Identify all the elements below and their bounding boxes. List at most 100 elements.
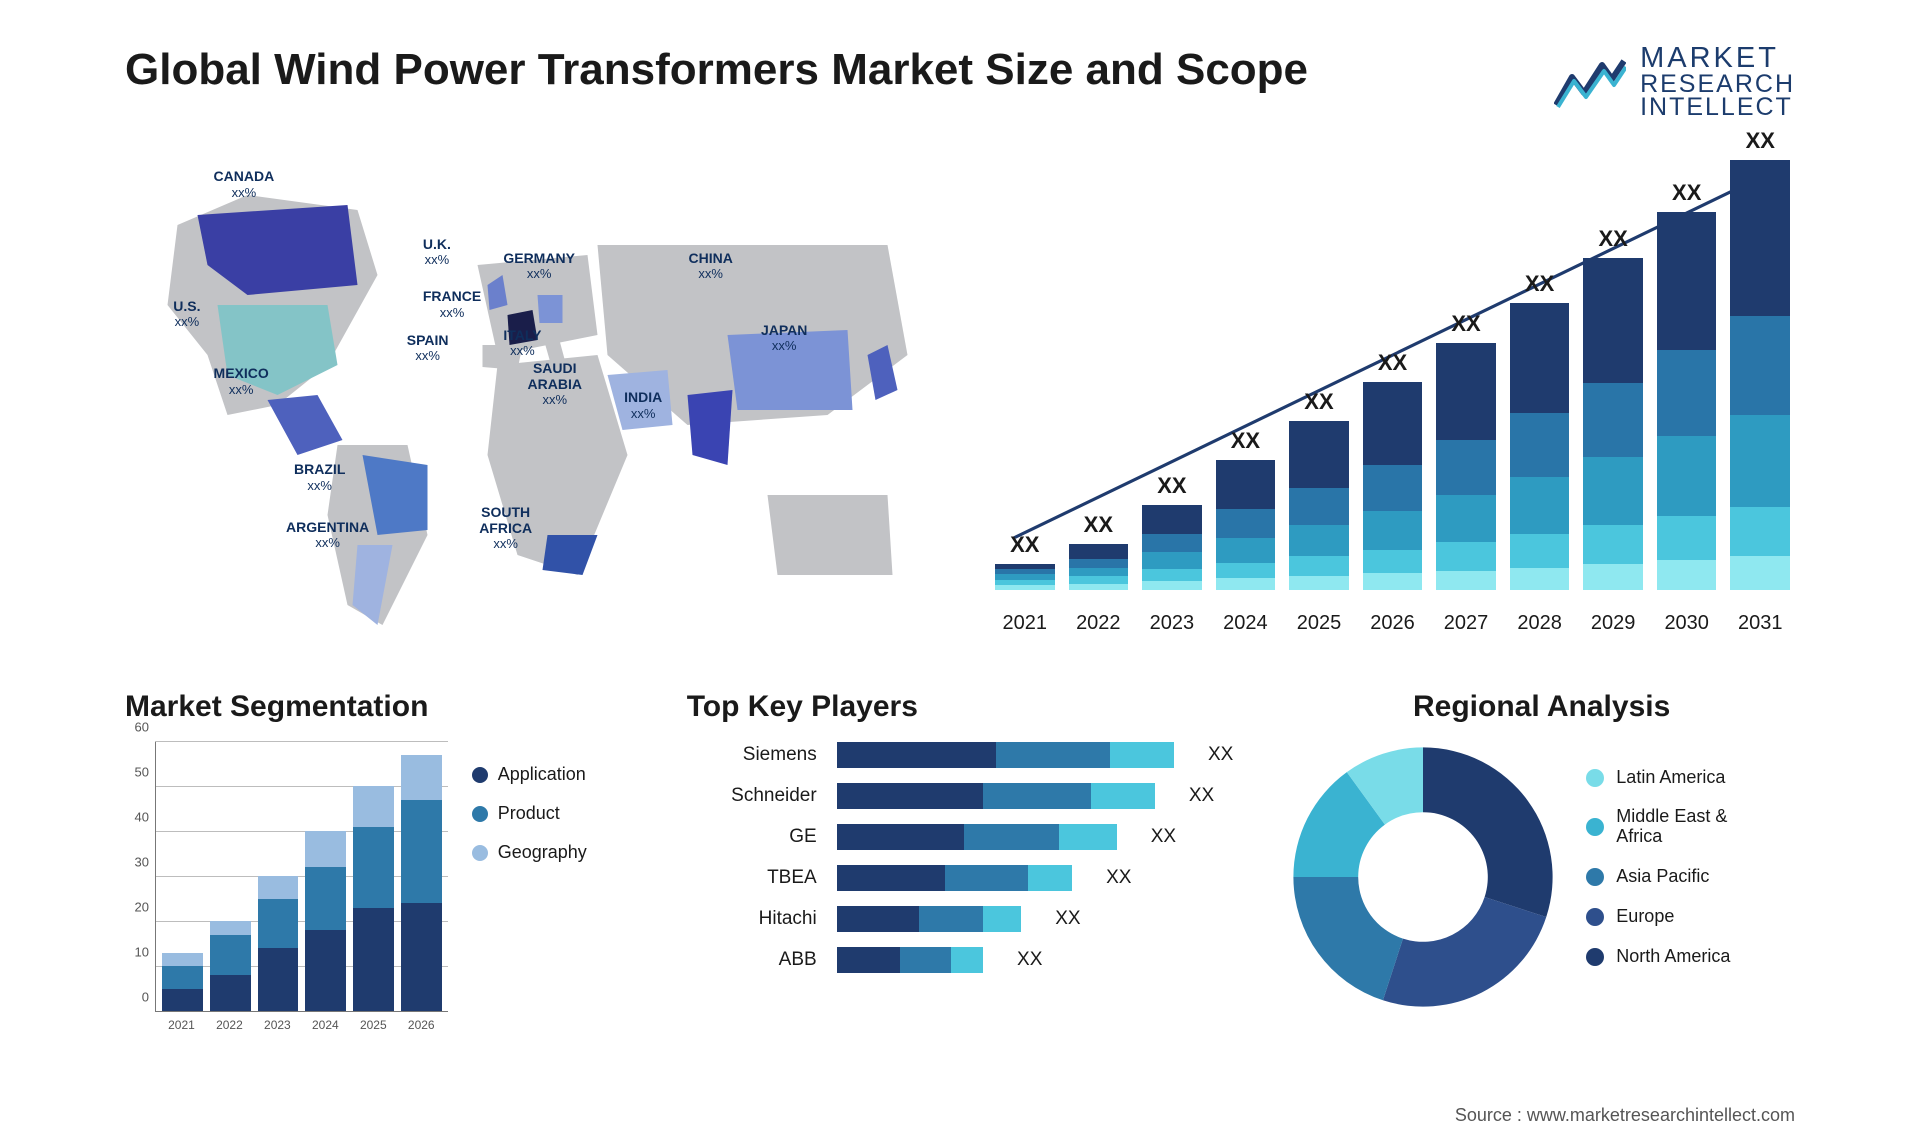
regional-donut-chart — [1288, 742, 1558, 1012]
map-country-label: ITALYxx% — [503, 328, 541, 359]
forecast-bar-segment — [1657, 516, 1717, 560]
key-player-bar-segment — [919, 906, 983, 932]
regional-legend: Latin AmericaMiddle East &AfricaAsia Pac… — [1586, 768, 1730, 987]
seg-x-label: 2026 — [401, 1018, 442, 1032]
segmentation-title: Market Segmentation — [125, 690, 632, 724]
key-player-bar-segment — [837, 947, 901, 973]
seg-bar — [258, 876, 299, 1011]
forecast-bar: XX — [1289, 389, 1349, 590]
key-player-label: Siemens — [687, 744, 817, 766]
forecast-bar-value: XX — [1746, 128, 1775, 154]
seg-bar-segment — [162, 953, 203, 967]
key-player-bar-segment — [951, 947, 983, 973]
key-player-bar-segment — [964, 824, 1059, 850]
forecast-bar-segment — [1069, 544, 1129, 558]
seg-bar-segment — [353, 827, 394, 908]
seg-legend-item: Product — [472, 803, 632, 824]
legend-dot-icon — [1586, 948, 1604, 966]
map-country-label: SPAINxx% — [407, 333, 449, 364]
regional-legend-item: Europe — [1586, 907, 1730, 927]
forecast-bar-value: XX — [1084, 512, 1113, 538]
map-country-label: JAPANxx% — [761, 323, 807, 354]
forecast-bar: XX — [995, 532, 1055, 590]
legend-dot-icon — [1586, 908, 1604, 926]
segmentation-legend: ApplicationProductGeography — [472, 742, 632, 1032]
key-player-row: Siemens XX — [687, 742, 1234, 768]
logo-word-3: INTELLECT — [1640, 96, 1795, 120]
forecast-bar-segment — [1583, 457, 1643, 525]
forecast-bar-segment — [995, 585, 1055, 590]
seg-x-label: 2021 — [161, 1018, 202, 1032]
seg-bar-segment — [210, 975, 251, 1011]
key-player-row: GEXX — [687, 824, 1234, 850]
forecast-bar-segment — [1289, 488, 1349, 524]
forecast-bar-segment — [1289, 421, 1349, 489]
key-player-label: Schneider — [687, 785, 817, 807]
forecast-bar: XX — [1363, 350, 1423, 590]
forecast-bar-segment — [1216, 509, 1276, 538]
forecast-bar-segment — [1142, 505, 1202, 534]
key-player-value: XX — [1151, 826, 1176, 848]
seg-bar-segment — [162, 989, 203, 1012]
forecast-bar-segment — [1069, 584, 1129, 591]
forecast-bar-segment — [1142, 534, 1202, 552]
seg-legend-item: Geography — [472, 842, 632, 863]
brand-logo: MARKET RESEARCH INTELLECT — [1554, 45, 1795, 120]
forecast-bar: XX — [1142, 473, 1202, 590]
legend-dot-icon — [472, 806, 488, 822]
seg-bar-segment — [258, 899, 299, 949]
forecast-x-label: 2023 — [1142, 612, 1202, 635]
source-attribution: Source : www.marketresearchintellect.com — [1455, 1105, 1795, 1126]
key-player-bar-segment — [945, 865, 1028, 891]
regional-title: Regional Analysis — [1288, 690, 1795, 724]
forecast-bar-segment — [1216, 460, 1276, 510]
seg-y-tick: 40 — [125, 810, 149, 825]
key-player-bar-segment — [1028, 865, 1073, 891]
forecast-bar-segment — [1436, 440, 1496, 495]
forecast-bar-segment — [1583, 383, 1643, 457]
key-player-value: XX — [1017, 949, 1042, 971]
forecast-x-label: 2026 — [1363, 612, 1423, 635]
legend-dot-icon — [1586, 769, 1604, 787]
map-country-label: ARGENTINAxx% — [286, 520, 369, 551]
segmentation-panel: Market Segmentation 0102030405060 202120… — [125, 690, 632, 1050]
seg-x-label: 2023 — [257, 1018, 298, 1032]
donut-slice — [1294, 877, 1404, 1000]
forecast-bar-value: XX — [1598, 226, 1627, 252]
legend-dot-icon — [472, 845, 488, 861]
forecast-bar-segment — [1657, 212, 1717, 350]
forecast-x-label: 2027 — [1436, 612, 1496, 635]
seg-bar — [305, 831, 346, 1011]
map-country-label: MEXICOxx% — [214, 366, 269, 397]
key-player-value: XX — [1208, 744, 1233, 766]
seg-bar-segment — [353, 786, 394, 827]
forecast-bar-segment — [1069, 559, 1129, 568]
key-player-bar — [837, 947, 983, 973]
forecast-bar-value: XX — [1231, 428, 1260, 454]
forecast-bar-value: XX — [1525, 271, 1554, 297]
key-player-row: Schneider XX — [687, 783, 1234, 809]
forecast-bar-segment — [1436, 495, 1496, 542]
seg-bar-segment — [210, 921, 251, 935]
world-map: CANADAxx%U.S.xx%MEXICOxx%BRAZILxx%ARGENT… — [125, 155, 930, 635]
forecast-bar-segment — [1657, 436, 1717, 515]
key-player-bar — [837, 906, 1022, 932]
regional-panel: Regional Analysis Latin AmericaMiddle Ea… — [1288, 690, 1795, 1050]
forecast-bar-segment — [1289, 576, 1349, 590]
seg-x-label: 2022 — [209, 1018, 250, 1032]
forecast-bar-segment — [1363, 573, 1423, 590]
forecast-bar-segment — [1510, 477, 1570, 534]
seg-bar-segment — [258, 948, 299, 1011]
forecast-bar-segment — [1216, 563, 1276, 579]
forecast-bar: XX — [1436, 311, 1496, 591]
forecast-bar: XX — [1510, 271, 1570, 590]
forecast-bar-segment — [1436, 343, 1496, 441]
forecast-bar-value: XX — [1672, 180, 1701, 206]
key-player-bar — [837, 865, 1072, 891]
key-player-bar-segment — [837, 865, 945, 891]
key-player-value: XX — [1189, 785, 1214, 807]
forecast-bar-segment — [1510, 534, 1570, 568]
key-player-bar-segment — [983, 906, 1021, 932]
forecast-bar-segment — [1510, 303, 1570, 412]
forecast-bar-segment — [1069, 576, 1129, 584]
